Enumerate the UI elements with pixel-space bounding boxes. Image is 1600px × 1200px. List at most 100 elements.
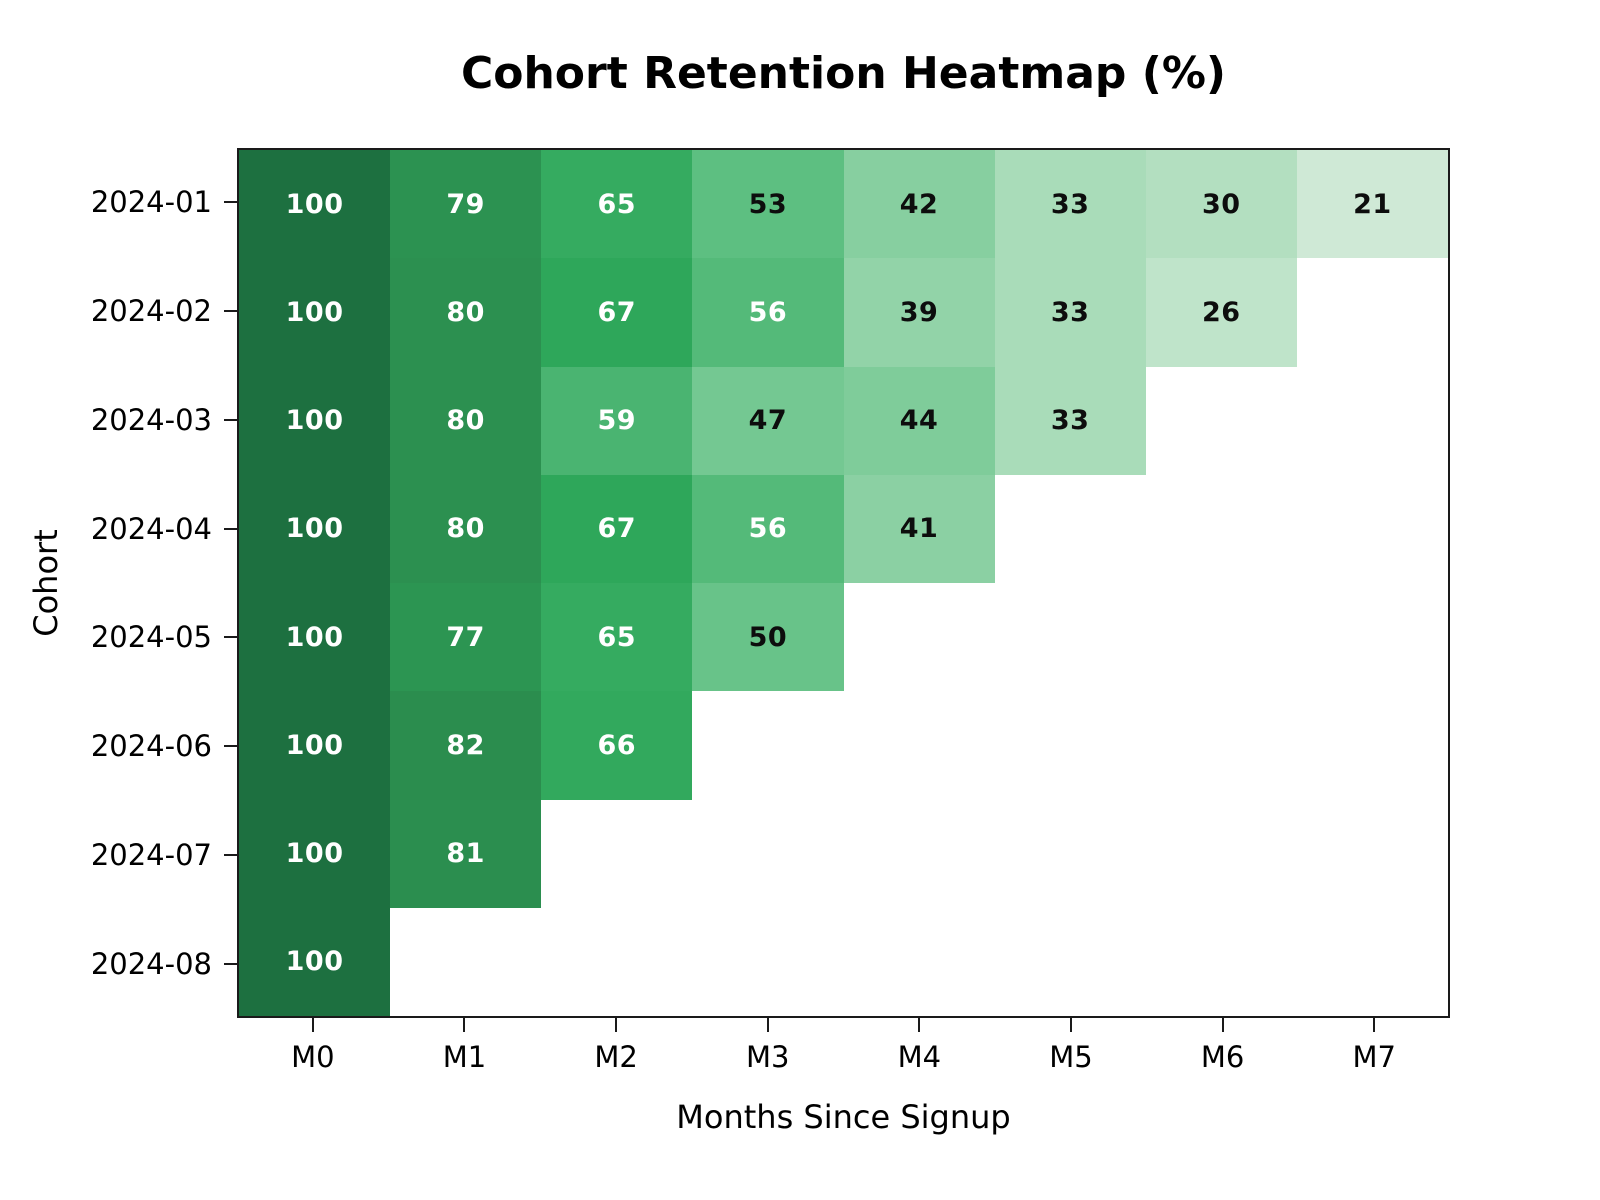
x-tick-mark: [1221, 1018, 1224, 1032]
y-tick-mark: [224, 962, 237, 965]
heatmap-cell-value: 42: [843, 150, 995, 259]
heatmap-cell: [994, 583, 1146, 692]
heatmap-cell-value: 67: [541, 258, 693, 367]
y-tick-label: 2024-06: [90, 729, 212, 764]
x-tick-label: M3: [745, 1040, 790, 1074]
heatmap-cell: [994, 691, 1146, 800]
heatmap-cell-value: 82: [390, 691, 542, 800]
heatmap-cell: [843, 907, 995, 1016]
heatmap-cell: [994, 799, 1146, 908]
heatmap-cell-value: 47: [692, 366, 844, 475]
heatmap-cell: [541, 799, 693, 908]
heatmap-cell: [1296, 583, 1448, 692]
heatmap-cell-value: 65: [541, 583, 693, 692]
heatmap-cell: [541, 907, 693, 1016]
y-tick-label: 2024-01: [90, 185, 212, 220]
heatmap-cell: [692, 907, 844, 1016]
heatmap-cell-value: 100: [239, 258, 391, 367]
heatmap-cell: [994, 474, 1146, 583]
heatmap-cell: [843, 691, 995, 800]
y-tick-label: 2024-03: [90, 402, 212, 437]
heatmap-cell-value: 53: [692, 150, 844, 259]
heatmap-cell-value: 50: [692, 583, 844, 692]
heatmap-cell-value: 80: [390, 258, 542, 367]
heatmap-cell: [692, 691, 844, 800]
heatmap-cell-value: 100: [239, 583, 391, 692]
heatmap-cell-value: 21: [1296, 150, 1448, 259]
heatmap-cell-value: 33: [994, 150, 1146, 259]
y-axis-tick-labels: 2024-01 2024-02 2024-03 2024-04 2024-05 2024-…: [0, 148, 212, 1018]
y-tick-label: 2024-07: [90, 837, 212, 872]
x-tick-mark: [918, 1018, 921, 1032]
y-tick-mark: [224, 853, 237, 856]
x-tick-label: M7: [1352, 1040, 1396, 1074]
y-tick-mark: [224, 310, 237, 313]
heatmap-cell: [1145, 907, 1297, 1016]
heatmap-cell-value: 100: [239, 691, 391, 800]
heatmap-cell: [1296, 474, 1448, 583]
heatmap-cell-value: 100: [239, 474, 391, 583]
x-tick-label: M6: [1200, 1040, 1245, 1074]
heatmap-cell-value: 56: [692, 258, 844, 367]
heatmap-cell-value: 44: [843, 366, 995, 475]
y-tick-label: 2024-08: [90, 946, 212, 981]
heatmap-cell: [1296, 907, 1448, 1016]
heatmap-cell: [390, 907, 542, 1016]
x-tick-label: M0: [291, 1040, 335, 1074]
x-tick-mark: [1069, 1018, 1072, 1032]
heatmap-cell-value: 100: [239, 799, 391, 908]
heatmap-cell: [1145, 366, 1297, 475]
x-tick-label: M2: [594, 1040, 638, 1074]
heatmap-cell-value: 79: [390, 150, 542, 259]
x-axis-ticks: [237, 1018, 1450, 1032]
heatmap-cell-value: 100: [239, 150, 391, 259]
heatmap-cell: [1145, 691, 1297, 800]
heatmap-cell: [843, 583, 995, 692]
heatmap-cell-value: 80: [390, 366, 542, 475]
heatmap-grid: 100 79 65 53 42 33 30 21 100 80 67 56 39 33 26 100 80 59 4…: [239, 150, 1448, 1016]
heatmap-cell-value: 26: [1145, 258, 1297, 367]
heatmap-cell-value: 77: [390, 583, 542, 692]
heatmap-cell: [1296, 258, 1448, 367]
heatmap-cell: [994, 907, 1146, 1016]
heatmap-cell-value: 65: [541, 150, 693, 259]
y-tick-label: 2024-04: [90, 511, 212, 546]
heatmap-cell-value: 66: [541, 691, 693, 800]
y-axis-title: Cohort: [27, 529, 65, 637]
x-tick-mark: [311, 1018, 314, 1032]
x-axis-tick-labels: M0 M1 M2 M3 M4 M5 M6 M7: [237, 1040, 1450, 1082]
heatmap-cell-value: 59: [541, 366, 693, 475]
chart-title: Cohort Retention Heatmap (%): [460, 48, 1227, 99]
y-tick-mark: [224, 745, 237, 748]
x-tick-mark: [463, 1018, 466, 1032]
y-tick-mark: [224, 418, 237, 421]
y-tick-mark: [224, 201, 237, 204]
y-axis-ticks: [224, 148, 237, 1018]
heatmap-cell: [1145, 474, 1297, 583]
plot-area: 100 79 65 53 42 33 30 21 100 80 67 56 39 33 26 100 80 59 4…: [237, 148, 1450, 1018]
heatmap-cell-value: 33: [994, 366, 1146, 475]
heatmap-cell: [1296, 691, 1448, 800]
x-tick-label: M1: [442, 1040, 487, 1074]
x-tick-mark: [766, 1018, 769, 1032]
heatmap-cell: [692, 799, 844, 908]
heatmap-cell-value: 30: [1145, 150, 1297, 259]
heatmap-cell-value: 67: [541, 474, 693, 583]
heatmap-cell-value: 56: [692, 474, 844, 583]
y-tick-mark: [224, 636, 237, 639]
y-tick-label: 2024-02: [90, 294, 212, 329]
heatmap-cell: [1296, 366, 1448, 475]
y-tick-label: 2024-05: [90, 620, 212, 655]
heatmap-cell-value: 80: [390, 474, 542, 583]
x-tick-mark: [615, 1018, 618, 1032]
heatmap-cell: [1145, 583, 1297, 692]
heatmap-cell-value: 39: [843, 258, 995, 367]
x-tick-label: M5: [1049, 1040, 1093, 1074]
heatmap-cell: [1145, 799, 1297, 908]
heatmap-cell-value: 81: [390, 799, 542, 908]
heatmap-cell: [843, 799, 995, 908]
heatmap-cell-value: 100: [239, 366, 391, 475]
heatmap-cell-value: 41: [843, 474, 995, 583]
x-tick-label: M4: [897, 1040, 942, 1074]
